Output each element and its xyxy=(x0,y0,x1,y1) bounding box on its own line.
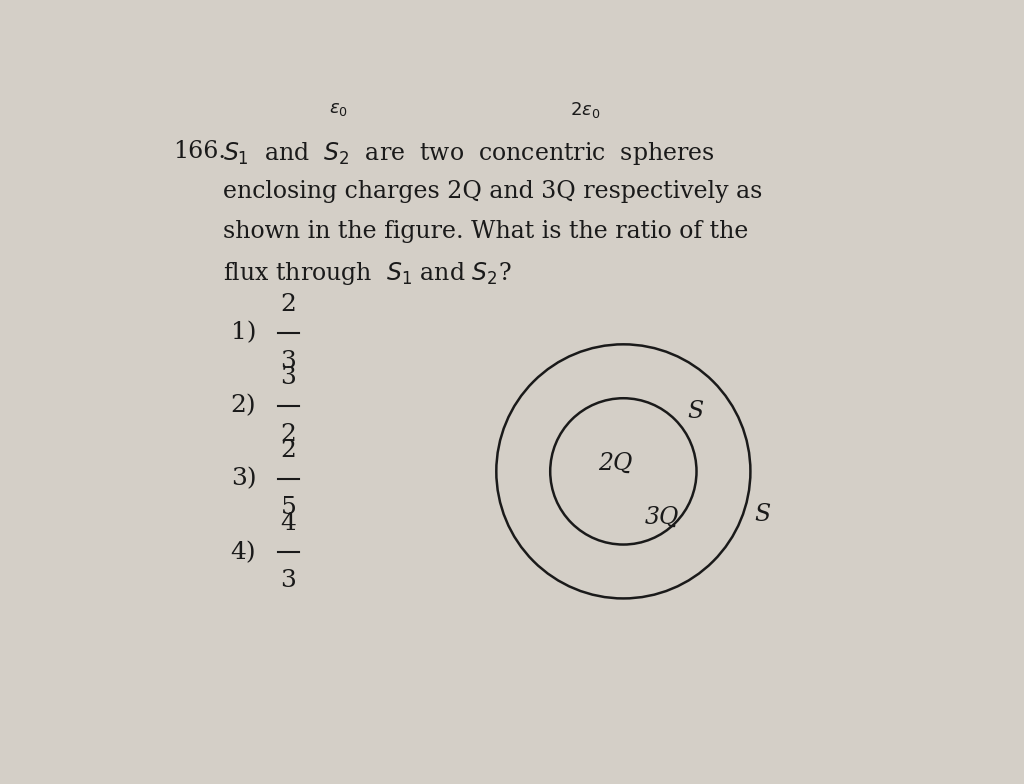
Text: 2: 2 xyxy=(281,293,296,316)
Text: 2: 2 xyxy=(281,423,296,446)
Text: 2: 2 xyxy=(281,439,296,462)
Text: 3: 3 xyxy=(281,569,296,592)
Text: enclosing charges 2Q and 3Q respectively as: enclosing charges 2Q and 3Q respectively… xyxy=(223,180,762,203)
Text: 1): 1) xyxy=(230,321,256,344)
Text: 4): 4) xyxy=(230,541,256,564)
Text: 3: 3 xyxy=(281,366,296,389)
Text: 3: 3 xyxy=(281,350,296,372)
Text: 2Q: 2Q xyxy=(598,452,633,475)
Text: S: S xyxy=(755,503,770,526)
Text: shown in the figure. What is the ratio of the: shown in the figure. What is the ratio o… xyxy=(223,220,749,243)
Text: 3): 3) xyxy=(230,467,256,491)
Text: 166.: 166. xyxy=(173,140,226,163)
Text: $S_1$  and  $S_2$  are  two  concentric  spheres: $S_1$ and $S_2$ are two concentric spher… xyxy=(223,140,715,167)
Text: 2): 2) xyxy=(230,394,256,417)
Text: 4: 4 xyxy=(281,512,296,535)
Text: flux through  $S_1$ and $S_2$?: flux through $S_1$ and $S_2$? xyxy=(223,260,511,288)
Text: S: S xyxy=(687,401,703,423)
Text: $2\varepsilon_0$: $2\varepsilon_0$ xyxy=(569,100,600,120)
Text: 3Q: 3Q xyxy=(645,506,679,529)
Text: $\varepsilon_0$: $\varepsilon_0$ xyxy=(329,100,348,118)
Text: 5: 5 xyxy=(281,496,296,519)
